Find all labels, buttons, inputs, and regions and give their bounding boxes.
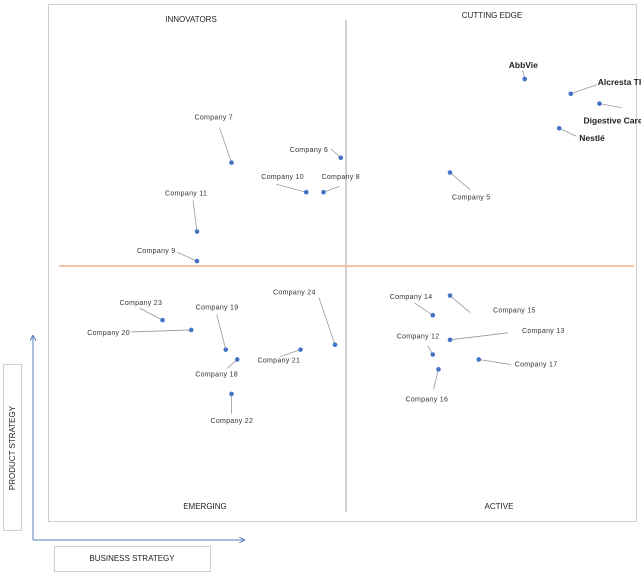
data-point-company-19 [223, 347, 229, 352]
y-axis-title-box [3, 364, 22, 531]
point-label-company-7: Company 7 [195, 115, 234, 122]
leader-line-company-21 [280, 349, 301, 358]
data-point-company-17 [476, 357, 482, 362]
leader-line-alcresta-therapeutics-inc [570, 84, 597, 95]
data-point-company-12 [430, 352, 436, 357]
point-label-company-22: Company 22 [211, 418, 254, 425]
leader-line-company-7 [219, 127, 232, 163]
point-label-company-13: Company 13 [522, 328, 565, 335]
x-axis-title-box [54, 546, 211, 572]
leader-line-nestl [559, 127, 577, 137]
point-label-company-16: Company 16 [406, 396, 449, 403]
leader-line-company-11 [192, 200, 198, 232]
data-point-company-23 [160, 317, 165, 323]
data-point-company-9 [194, 258, 200, 264]
leader-line-company-10 [276, 183, 307, 193]
point-label-company-9: Company 9 [137, 248, 176, 255]
point-label-digestive-care-inc: Digestive Care, Inc. [584, 116, 641, 126]
data-point-company-15 [447, 293, 453, 298]
point-label-company-19: Company 19 [196, 305, 239, 312]
point-label-company-14: Company 14 [390, 294, 433, 301]
point-labels: AbbVie Alcresta Therapeutics, Inc. Digesti… [87, 60, 641, 425]
y-axis-title: PRODUCT STRATEGY [8, 405, 17, 490]
data-point-company-13 [447, 337, 453, 343]
leader-line-company-19 [216, 314, 227, 350]
leader-line-digestive-care-inc [599, 103, 622, 109]
point-label-company-12: Company 12 [397, 334, 440, 341]
point-label-company-21: Company 21 [258, 358, 301, 365]
data-point-company-24 [332, 342, 338, 348]
point-label-company-23: Company 23 [120, 300, 163, 307]
point-label-company-18: Company 18 [195, 371, 238, 378]
data-point-company-20 [188, 327, 194, 333]
leader-line-company-13 [449, 332, 509, 341]
data-point-abbvie [522, 76, 528, 82]
leader-lines [131, 69, 622, 414]
data-point-company-8 [321, 189, 326, 195]
quadrant-title-cutting-edge: CUTTING EDGE [462, 11, 522, 20]
quadrant-title-emerging: EMERGING [183, 502, 227, 511]
data-point-nestl [556, 125, 562, 131]
data-point-company-14 [430, 312, 436, 318]
data-point-company-11 [194, 229, 200, 234]
leader-line-company-17 [478, 359, 511, 365]
point-label-company-17: Company 17 [515, 361, 558, 368]
point-label-company-10: Company 10 [261, 174, 304, 181]
point-label-abbvie: AbbVie [509, 60, 538, 70]
data-point-alcresta-therapeutics-inc [568, 91, 574, 97]
quadrant-title-active: ACTIVE [485, 502, 514, 511]
point-label-company-15: Company 15 [493, 308, 536, 315]
data-point-company-18 [234, 357, 240, 362]
point-label-nestl: Nestlé [579, 133, 605, 143]
data-point-company-5 [447, 170, 453, 175]
data-point-company-21 [298, 347, 303, 352]
point-label-company-8: Company 8 [322, 174, 361, 181]
point-label-company-11: Company 11 [165, 191, 207, 198]
leader-line-company-16 [433, 369, 439, 390]
data-point-company-10 [303, 189, 309, 195]
data-point-company-16 [436, 367, 441, 372]
plot-frame [48, 4, 637, 522]
leader-line-company-5 [449, 172, 471, 190]
leader-line-company-15 [449, 295, 471, 313]
data-point-company-22 [229, 391, 234, 397]
leader-line-company-8 [323, 185, 340, 193]
point-label-company-6: Company 6 [290, 147, 329, 154]
quadrant-title-innovators: INNOVATORS [165, 15, 217, 24]
leader-line-company-9 [176, 251, 198, 262]
point-label-alcresta-therapeutics-inc: Alcresta Therapeutics, Inc. [598, 77, 641, 87]
leader-line-company-23 [139, 307, 163, 321]
data-point-company-7 [229, 160, 234, 165]
leader-line-company-14 [414, 302, 433, 316]
leader-line-company-20 [131, 329, 192, 333]
data-point-digestive-care-inc [597, 101, 602, 106]
point-label-company-5: Company 5 [452, 195, 491, 202]
data-points [160, 76, 602, 397]
data-point-company-6 [338, 155, 344, 161]
x-axis-title: BUSINESS STRATEGY [89, 554, 175, 563]
leader-line-company-24 [318, 297, 336, 345]
point-label-company-24: Company 24 [273, 290, 316, 297]
point-label-company-20: Company 20 [87, 330, 130, 337]
